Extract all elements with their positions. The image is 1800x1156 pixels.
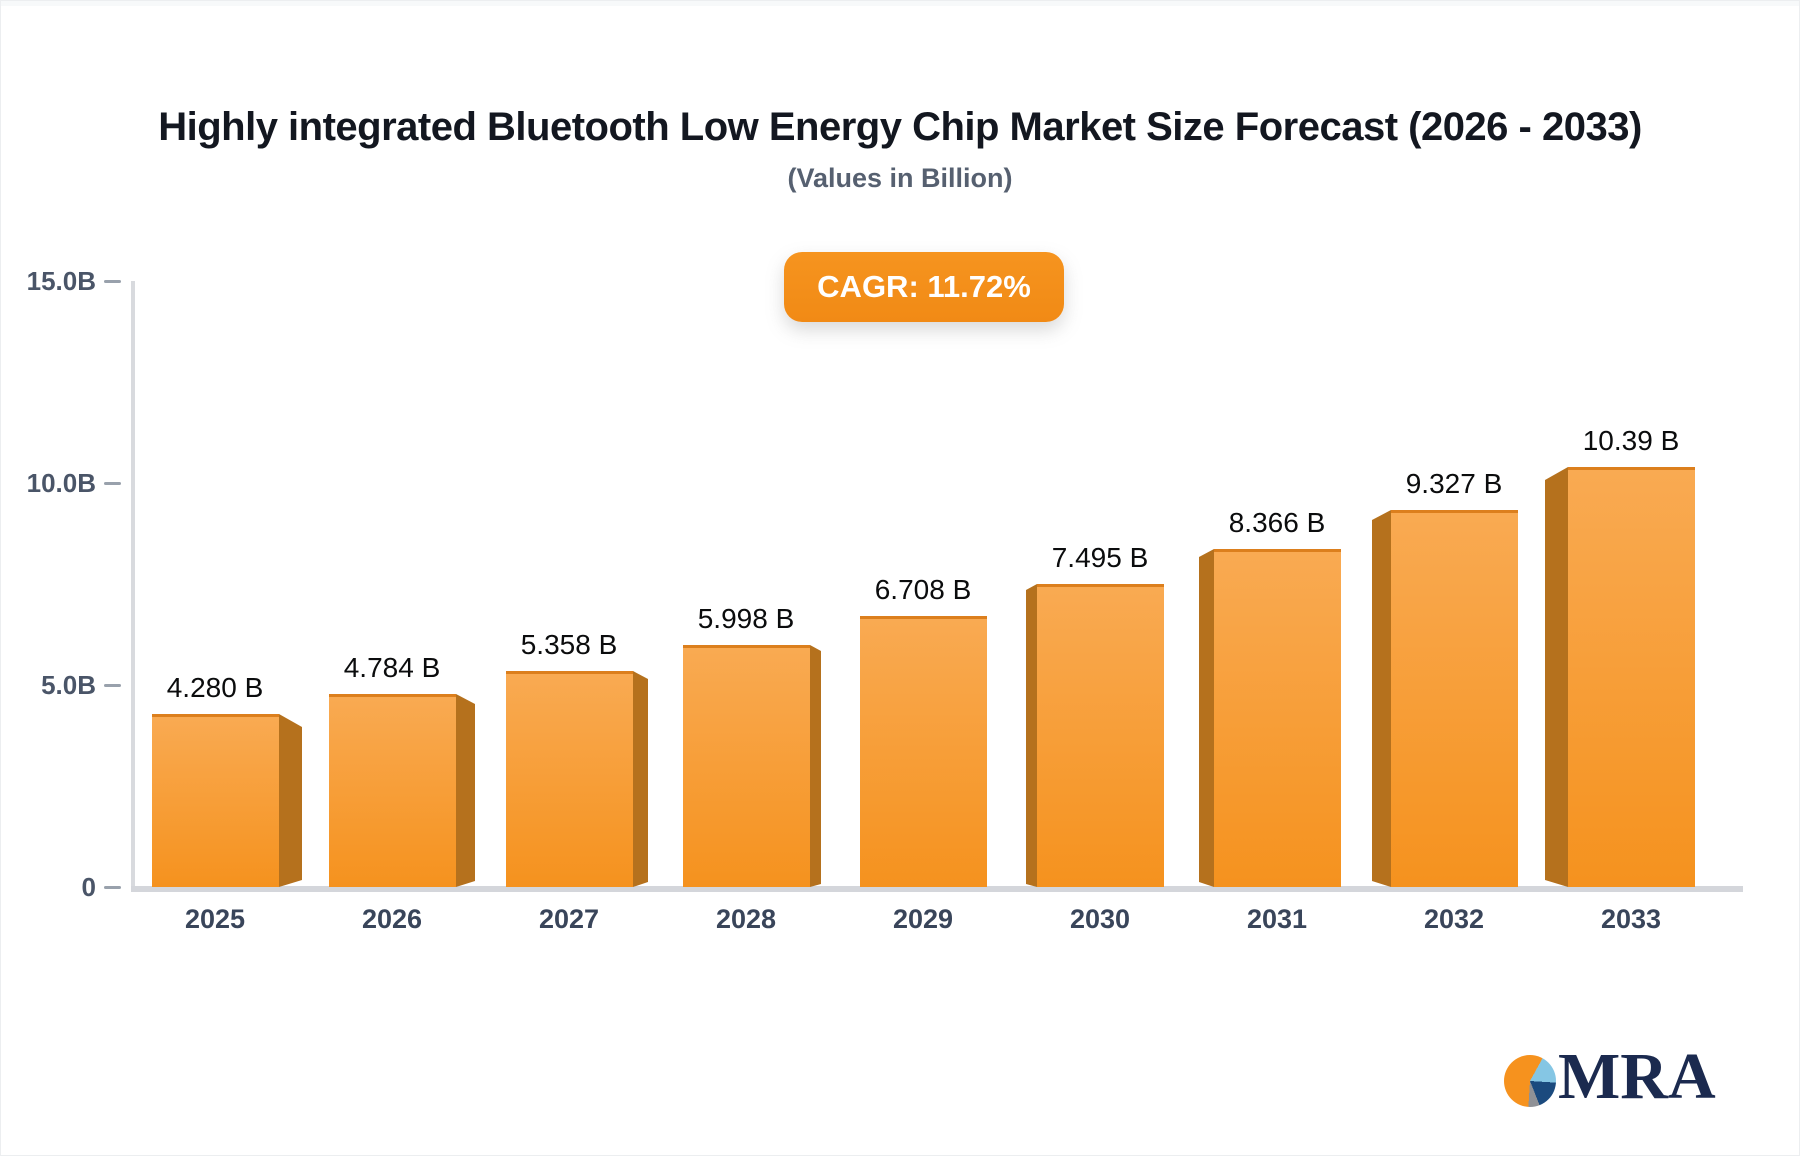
bar-2030: [1037, 584, 1164, 887]
bar-2027: [506, 671, 633, 887]
bar-2029: [860, 616, 987, 887]
chart-title: Highly integrated Bluetooth Low Energy C…: [158, 105, 1642, 149]
bar-side-face: [1545, 467, 1568, 887]
x-axis-label-2027: 2027: [538, 904, 600, 934]
mra-pie-icon: [1504, 1055, 1556, 1107]
bar-side-face: [279, 714, 302, 887]
bar-value-label: 5.998 B: [697, 603, 795, 634]
x-axis-label-2028: 2028: [715, 904, 777, 934]
y-tick-dash: [104, 280, 121, 283]
x-axis-label-2033: 2033: [1600, 904, 1662, 934]
y-axis-tick-label: 10.0B: [26, 468, 96, 498]
x-axis-label-2030: 2030: [1069, 904, 1131, 934]
y-axis-tick-label: 5.0B: [41, 670, 96, 700]
bar-value-label: 7.495 B: [1051, 542, 1149, 573]
bar-2026: [329, 694, 456, 887]
bar-side-face: [1372, 510, 1391, 887]
y-tick-dash: [104, 684, 121, 687]
bar-2033: [1568, 467, 1695, 887]
x-axis-label-2029: 2029: [892, 904, 954, 934]
top-edge-strip: [1, 1, 1799, 6]
bar-value-label: 9.327 B: [1405, 468, 1503, 499]
x-axis-label-2026: 2026: [361, 904, 423, 934]
y-tick-dash: [104, 886, 121, 889]
bar-value-label: 10.39 B: [1582, 425, 1680, 456]
cagr-badge: CAGR: 11.72%: [784, 252, 1064, 322]
bar-value-label: 4.280 B: [166, 672, 264, 703]
x-axis-label-2031: 2031: [1246, 904, 1308, 934]
y-axis-tick-label: 0: [81, 872, 96, 902]
y-axis-tick-label: 15.0B: [26, 266, 96, 296]
bar-value-label: 5.358 B: [520, 629, 618, 660]
chart-subtitle: (Values in Billion): [787, 163, 1013, 193]
bar-side-face: [456, 694, 475, 887]
bar-2025: [152, 714, 279, 887]
bar-2028: [683, 645, 810, 887]
bar-2032: [1391, 510, 1518, 887]
y-axis-line: [131, 281, 135, 891]
x-axis-label-2032: 2032: [1423, 904, 1485, 934]
bar-side-face: [1026, 584, 1037, 887]
bar-value-label: 4.784 B: [343, 652, 441, 683]
bar-value-label: 8.366 B: [1228, 507, 1326, 538]
x-axis-baseline: [131, 886, 1743, 892]
y-tick-dash: [104, 482, 121, 485]
bar-2031: [1214, 549, 1341, 887]
bar-side-face: [633, 671, 648, 887]
bar-side-face: [810, 645, 821, 887]
bar-value-label: 6.708 B: [874, 574, 972, 605]
mra-logo-text: MRA: [1558, 1040, 1716, 1113]
mra-logo: MRA: [1504, 1039, 1716, 1115]
x-axis-label-2025: 2025: [184, 904, 246, 934]
bar-side-face: [1199, 549, 1214, 887]
